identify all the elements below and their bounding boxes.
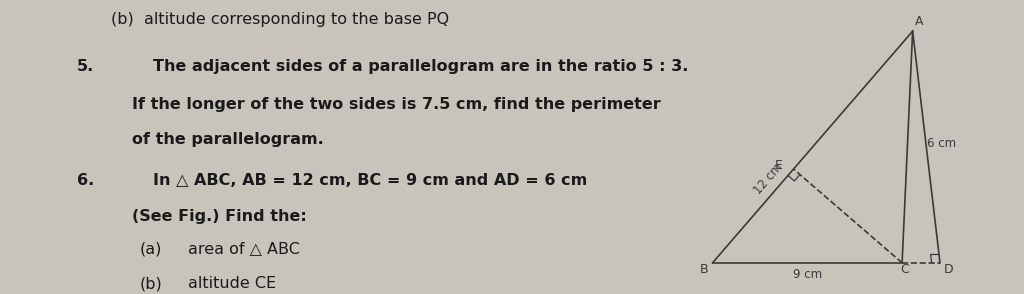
Text: of the parallelogram.: of the parallelogram. <box>132 132 324 147</box>
Text: D: D <box>944 263 953 276</box>
Text: 6.: 6. <box>77 173 94 188</box>
Text: If the longer of the two sides is 7.5 cm, find the perimeter: If the longer of the two sides is 7.5 cm… <box>132 97 662 112</box>
Text: altitude CE: altitude CE <box>188 276 276 291</box>
Text: In △ ABC, AB = 12 cm, BC = 9 cm and AD = 6 cm: In △ ABC, AB = 12 cm, BC = 9 cm and AD =… <box>154 173 588 188</box>
Text: (b)  altitude corresponding to the base PQ: (b) altitude corresponding to the base P… <box>112 12 450 27</box>
Text: 5.: 5. <box>77 59 94 74</box>
Text: E: E <box>775 159 782 172</box>
Text: B: B <box>699 263 709 276</box>
Text: (a): (a) <box>139 241 162 256</box>
Text: 6 cm: 6 cm <box>927 137 955 150</box>
Text: A: A <box>914 15 924 28</box>
Text: area of △ ABC: area of △ ABC <box>188 241 300 256</box>
Text: 12 cm: 12 cm <box>752 161 785 197</box>
Text: (See Fig.) Find the:: (See Fig.) Find the: <box>132 209 307 224</box>
Text: (b): (b) <box>139 276 162 291</box>
Text: 9 cm: 9 cm <box>793 268 822 280</box>
Text: The adjacent sides of a parallelogram are in the ratio 5 : 3.: The adjacent sides of a parallelogram ar… <box>154 59 688 74</box>
Text: C: C <box>900 263 908 276</box>
